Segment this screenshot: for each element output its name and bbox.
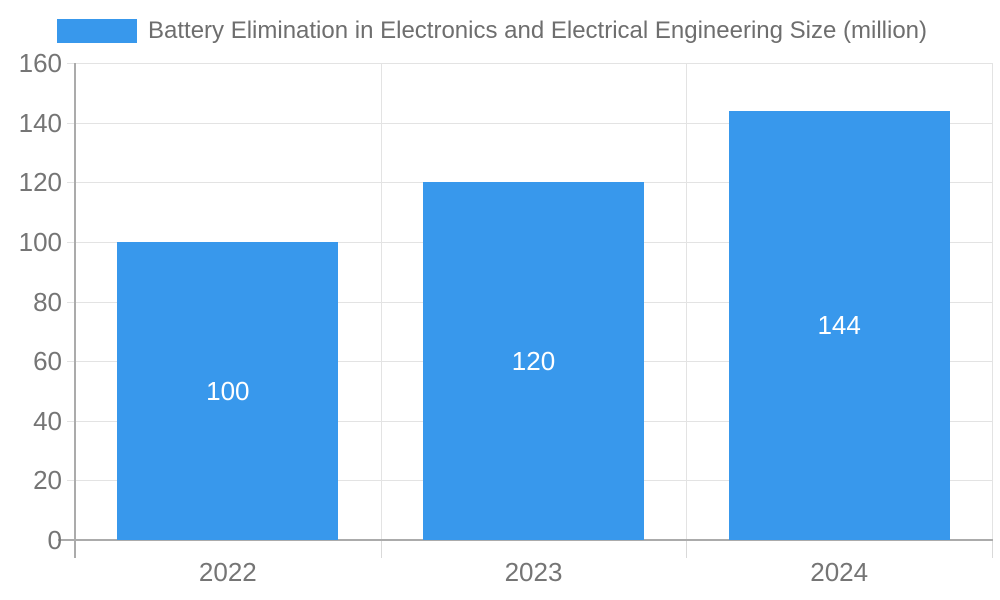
- x-axis-tick: [992, 540, 993, 558]
- bar: [423, 182, 644, 540]
- y-tick-label: 160: [18, 48, 62, 78]
- bar-value-label: 100: [206, 375, 250, 406]
- y-tick-label: 140: [18, 107, 62, 138]
- chart-title: Battery Elimination in Electronics and E…: [148, 17, 928, 44]
- v-gridline: [992, 63, 993, 540]
- y-tick-label: 100: [18, 226, 62, 257]
- x-axis-tick: [380, 540, 382, 558]
- x-axis-tick: [686, 540, 688, 558]
- y-tick-label: 20: [33, 465, 62, 496]
- bar: [117, 241, 339, 540]
- v-gridline: [380, 63, 382, 540]
- bar-value-label: 120: [511, 346, 556, 377]
- legend: Battery Elimination in Electronics and E…: [0, 0, 1000, 56]
- y-tick-label: 120: [18, 167, 62, 198]
- h-gridline: [67, 122, 992, 124]
- v-gridline: [686, 63, 688, 540]
- h-gridline: [67, 63, 992, 64]
- x-tick-label: 2023: [504, 557, 563, 587]
- legend-swatch: [57, 19, 137, 43]
- y-tick-label: 40: [33, 405, 62, 436]
- x-tick-label: 2024: [810, 557, 869, 587]
- x-tick-label: 2022: [198, 557, 257, 587]
- bar: [728, 110, 950, 540]
- y-tick-label: 80: [33, 286, 62, 317]
- bar-value-label: 144: [817, 310, 861, 341]
- y-tick-label: 60: [33, 346, 62, 377]
- y-tick-label: 0: [47, 525, 62, 555]
- y-axis-line: [74, 63, 76, 558]
- x-axis-line: [58, 539, 993, 541]
